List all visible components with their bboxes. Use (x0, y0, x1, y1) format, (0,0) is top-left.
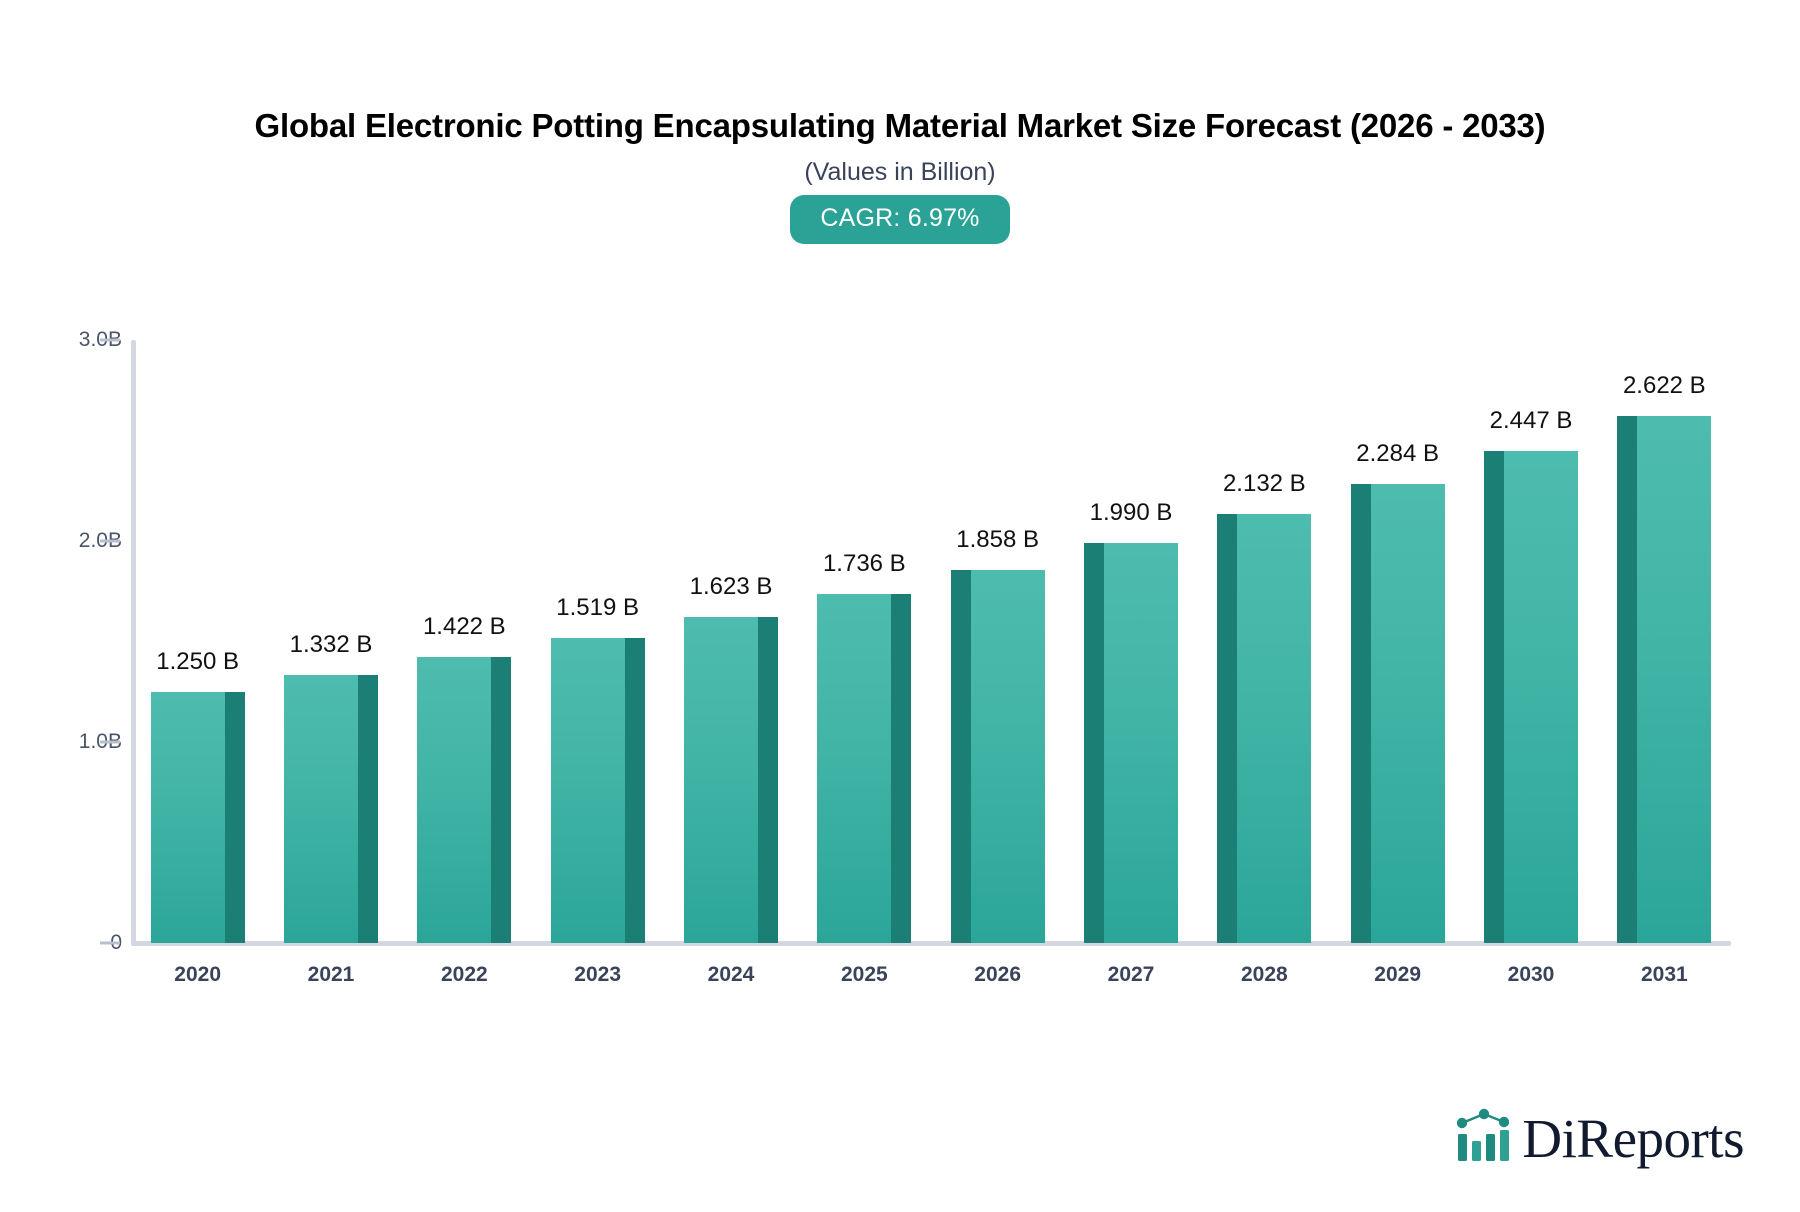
bar-2029[interactable] (1350, 340, 1445, 943)
bar-2027[interactable] (1084, 340, 1178, 943)
bars-layer (131, 340, 1731, 943)
title-block: Global Electronic Potting Encapsulating … (0, 104, 1800, 244)
bar-side-face (891, 594, 912, 943)
y-axis-line (131, 340, 136, 945)
bar-side-face (1084, 543, 1104, 943)
bar-value-label: 1.250 B (156, 647, 240, 675)
bar-top-cap (950, 569, 971, 580)
bar-value-label: 1.858 B (956, 525, 1040, 553)
bar-top-cap (758, 616, 778, 627)
bar-front-face (1637, 415, 1712, 943)
bar-side-face (1617, 415, 1638, 943)
bar-front-face (817, 594, 892, 943)
bar-side-face (624, 637, 645, 943)
bar-value-label: 1.623 B (689, 572, 773, 600)
bar-front-face (1237, 514, 1312, 943)
bar-top-cap (1084, 543, 1104, 554)
x-axis-tick-label: 2021 (307, 963, 355, 986)
x-axis-tick-label: 2023 (574, 963, 622, 986)
bar-top-cap (224, 691, 245, 702)
x-axis-tick-label: 2025 (840, 963, 888, 986)
chart-subtitle: (Values in Billion) (804, 157, 996, 186)
bar-value-label: 2.132 B (1222, 470, 1306, 498)
bar-side-face (491, 657, 512, 943)
cagr-badge-wrap: CAGR: 6.97% (0, 194, 1800, 244)
bar-front-face (684, 616, 758, 943)
bar-value-label: 1.990 B (1089, 499, 1173, 526)
bar-2025[interactable] (817, 340, 912, 943)
y-axis-tick-mark (100, 941, 120, 945)
bar-front-face (150, 691, 225, 943)
bar-value-label: 2.284 B (1356, 439, 1440, 467)
bar-front-face (1104, 543, 1178, 943)
bar-top-cap (1617, 415, 1638, 426)
x-axis-tick-label: 2029 (1374, 963, 1422, 986)
x-axis-tick-label: 2022 (440, 963, 488, 986)
bar-side-face (758, 616, 778, 943)
bar-front-face (970, 569, 1045, 943)
x-axis-tick-label: 2027 (1107, 963, 1155, 986)
status-badge-cagr: CAGR: 6.97% (790, 194, 1010, 244)
x-axis-tick-label: 2028 (1240, 963, 1288, 986)
bar-2028[interactable] (1217, 340, 1312, 943)
bar-top-cap (491, 657, 512, 668)
y-axis-tick-mark (100, 539, 120, 543)
bar-side-face (1350, 483, 1371, 943)
x-axis-tick-label: 2026 (974, 963, 1022, 986)
bar-top-cap (1484, 451, 1504, 462)
bar-chart-trend-icon (1454, 1107, 1516, 1170)
bar-2031[interactable] (1617, 340, 1712, 943)
bar-top-cap (1350, 483, 1371, 494)
bar-top-cap (1217, 514, 1238, 525)
bar-top-cap (358, 675, 378, 686)
bar-2021[interactable] (284, 340, 378, 943)
bar-front-face (417, 657, 492, 943)
bar-front-face (550, 637, 625, 943)
bar-2020[interactable] (150, 340, 245, 943)
bar-value-label: 1.736 B (822, 550, 906, 578)
bar-top-cap (891, 594, 912, 605)
bar-value-label: 1.422 B (422, 613, 506, 641)
bar-2022[interactable] (417, 340, 512, 943)
brand-logo: DiReports (1454, 1107, 1744, 1170)
y-axis-tick-mark (100, 338, 120, 342)
bar-2026[interactable] (950, 340, 1045, 943)
bar-front-face (1370, 483, 1445, 943)
bar-front-face (284, 675, 358, 943)
y-axis-tick-mark (100, 740, 120, 744)
page-title: Global Electronic Potting Encapsulating … (254, 107, 1546, 144)
x-axis-tick-label: 2031 (1640, 963, 1688, 986)
bar-2024[interactable] (684, 340, 778, 943)
x-axis-tick-label: 2020 (174, 963, 222, 986)
bar-value-label: 1.332 B (289, 631, 373, 659)
bar-front-face (1504, 451, 1578, 943)
brand-name: DiReports (1522, 1108, 1744, 1169)
x-axis-tick-label: 2030 (1507, 963, 1555, 986)
bar-top-cap (624, 637, 645, 648)
bar-2030[interactable] (1484, 340, 1578, 943)
bar-side-face (1484, 451, 1504, 943)
bar-value-label: 1.519 B (556, 593, 640, 621)
bar-2023[interactable] (550, 340, 645, 943)
bar-side-face (950, 569, 971, 943)
bar-side-face (224, 691, 245, 943)
x-axis-line (131, 941, 1731, 946)
x-axis-tick-label: 2024 (707, 963, 755, 986)
bar-value-label: 2.447 B (1489, 407, 1573, 435)
bar-value-label: 2.622 B (1622, 371, 1706, 399)
bar-side-face (358, 675, 378, 943)
bar-side-face (1217, 514, 1238, 943)
